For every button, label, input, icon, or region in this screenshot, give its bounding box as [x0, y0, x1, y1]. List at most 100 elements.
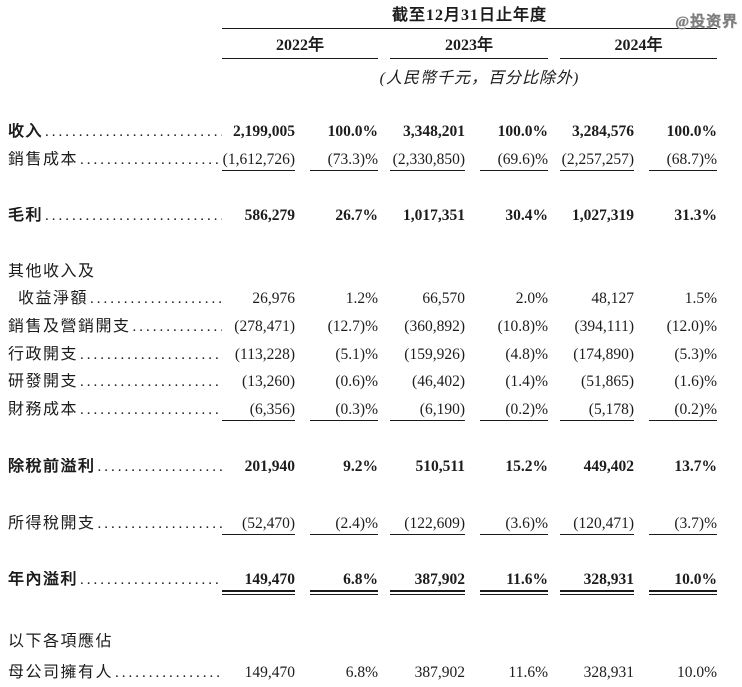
amount-cell: (52,470) [222, 515, 295, 535]
dot-leader [45, 123, 222, 141]
row-label-text: 其他收入及 [8, 263, 96, 280]
row-label: 以下各項應佔 [8, 633, 222, 650]
year-column-2022: 2022年 [222, 38, 378, 59]
amount-cell: (174,890) [573, 346, 634, 363]
percentage-cell: 10.0% [676, 664, 717, 681]
dot-leader [133, 318, 222, 336]
dot-leader [80, 401, 222, 419]
dot-leader [80, 151, 222, 169]
percentage-cell: (1.6)% [674, 373, 717, 390]
dot-leader [80, 346, 222, 364]
row-label: 毛利 [8, 207, 222, 225]
row-label: 其他收入及 [8, 263, 222, 280]
row-label-text: 除稅前溢利 [8, 458, 96, 475]
table-row: 研發開支 (13,260) (0.6)% (46,402) (1.4)% (51,865)… [8, 373, 717, 391]
table-row: 收入 2,199,005 100.0% 3,348,201 100.0% 3,284,57… [8, 123, 717, 141]
amount-cell: 387,902 [414, 664, 465, 681]
percentage-cell: (3.7)% [649, 515, 717, 535]
amount-cell: (113,228) [234, 346, 295, 363]
amount-cell: 48,127 [591, 290, 634, 307]
amount-cell: 1,017,351 [403, 207, 465, 224]
percentage-cell: (5.3)% [674, 346, 717, 363]
row-label: 銷售及營銷開支 [8, 318, 222, 336]
percentage-cell: (0.2)% [480, 401, 548, 421]
percentage-cell: (10.8)% [497, 318, 548, 335]
percentage-cell: (2.4)% [310, 515, 378, 535]
amount-cell: 26,976 [252, 290, 295, 307]
table-row: 母公司擁有人 149,470 6.8% 387,902 11.6% 328,931 10.0… [8, 664, 717, 682]
percentage-cell: (0.6)% [335, 373, 378, 390]
amount-cell: (13,260) [242, 373, 295, 390]
unit-note: (人民幣千元，百分比除外) [379, 70, 580, 87]
table-row: 銷售成本 (1,612,726) (73.3)% (2,330,850) (69.6)%… [8, 151, 717, 171]
amount-cell: 2,199,005 [233, 123, 295, 140]
percentage-cell: (1.4)% [505, 373, 548, 390]
amount-cell: (6,356) [222, 401, 295, 421]
table-row: 毛利 586,279 26.7% 1,017,351 30.4% 1,027,319 31.… [8, 207, 717, 225]
table-row: 所得稅開支 (52,470) (2.4)% (122,609) (3.6)% (120,4… [8, 515, 717, 535]
amount-cell: (122,609) [390, 515, 465, 535]
amount-cell: 510,511 [415, 458, 465, 475]
percentage-cell: 100.0% [666, 123, 717, 140]
period-title: 截至12月31日止年度 [222, 8, 717, 29]
amount-cell: (278,471) [234, 318, 295, 335]
amount-cell: 3,348,201 [403, 123, 465, 140]
amount-cell: (2,330,850) [390, 151, 465, 171]
year-column-2023: 2023年 [390, 38, 548, 59]
table-row: 年內溢利 149,470 6.8% 387,902 11.6% 328,931 10.0% [8, 571, 717, 595]
amount-cell: (46,402) [412, 373, 465, 390]
percentage-cell: (0.3)% [310, 401, 378, 421]
dot-leader [98, 515, 222, 533]
percentage-cell: (69.6)% [480, 151, 548, 171]
amount-cell: 387,902 [390, 571, 465, 595]
percentage-cell: 1.5% [684, 290, 717, 307]
row-label-text: 行政開支 [8, 346, 79, 363]
dot-leader [80, 373, 222, 391]
amount-cell: 1,027,319 [572, 207, 634, 224]
percentage-cell: 10.0% [649, 571, 717, 595]
amount-cell: 586,279 [244, 207, 295, 224]
percentage-cell: 6.8% [345, 664, 378, 681]
financial-table: 截至12月31日止年度 2022年 2023年 2024年 (人民幣千元，百分比… [8, 8, 717, 682]
row-label-text: 以下各項應佔 [8, 633, 114, 650]
percentage-cell: 100.0% [327, 123, 378, 140]
amount-cell: (159,926) [404, 346, 465, 363]
percentage-cell: 30.4% [505, 207, 548, 224]
dot-leader [45, 207, 222, 225]
table-row: 財務成本 (6,356) (0.3)% (6,190) (0.2)% (5,178) (0.… [8, 401, 717, 421]
amount-cell: (1,612,726) [222, 151, 295, 171]
row-label-text: 財務成本 [8, 401, 79, 418]
row-label-text: 母公司擁有人 [8, 664, 114, 681]
row-label-text: 所得稅開支 [8, 515, 96, 532]
dot-leader [115, 664, 222, 682]
percentage-cell: 9.2% [343, 458, 378, 475]
dot-leader [98, 458, 222, 476]
percentage-cell: (0.2)% [649, 401, 717, 421]
amount-cell: (51,865) [581, 373, 634, 390]
table-row: 以下各項應佔 [8, 633, 717, 650]
amount-cell: (394,111) [574, 318, 634, 335]
table-row: 收益淨額 26,976 1.2% 66,570 2.0% 48,127 1.5% [8, 290, 717, 308]
row-label: 行政開支 [8, 346, 222, 364]
row-label: 母公司擁有人 [8, 664, 222, 682]
row-label: 年內溢利 [8, 571, 222, 589]
amount-cell: (120,471) [560, 515, 634, 535]
row-label-text: 研發開支 [8, 373, 79, 390]
row-label-text: 銷售及營銷開支 [8, 318, 131, 335]
table-row: 行政開支 (113,228) (5.1)% (159,926) (4.8)% (174,8… [8, 346, 717, 364]
amount-cell: 66,570 [422, 290, 465, 307]
amount-cell: 149,470 [244, 664, 295, 681]
table-row: 其他收入及 [8, 263, 717, 280]
percentage-cell: 26.7% [335, 207, 378, 224]
amount-cell: (5,178) [560, 401, 634, 421]
amount-cell: (2,257,257) [560, 151, 634, 171]
watermark: @投资界 [675, 14, 738, 30]
amount-cell: 328,931 [583, 664, 634, 681]
percentage-cell: 100.0% [497, 123, 548, 140]
row-label: 研發開支 [8, 373, 222, 391]
dot-leader [90, 290, 222, 308]
dot-leader [80, 571, 222, 589]
table-header: 截至12月31日止年度 [8, 8, 717, 29]
row-label: 除稅前溢利 [8, 458, 222, 476]
